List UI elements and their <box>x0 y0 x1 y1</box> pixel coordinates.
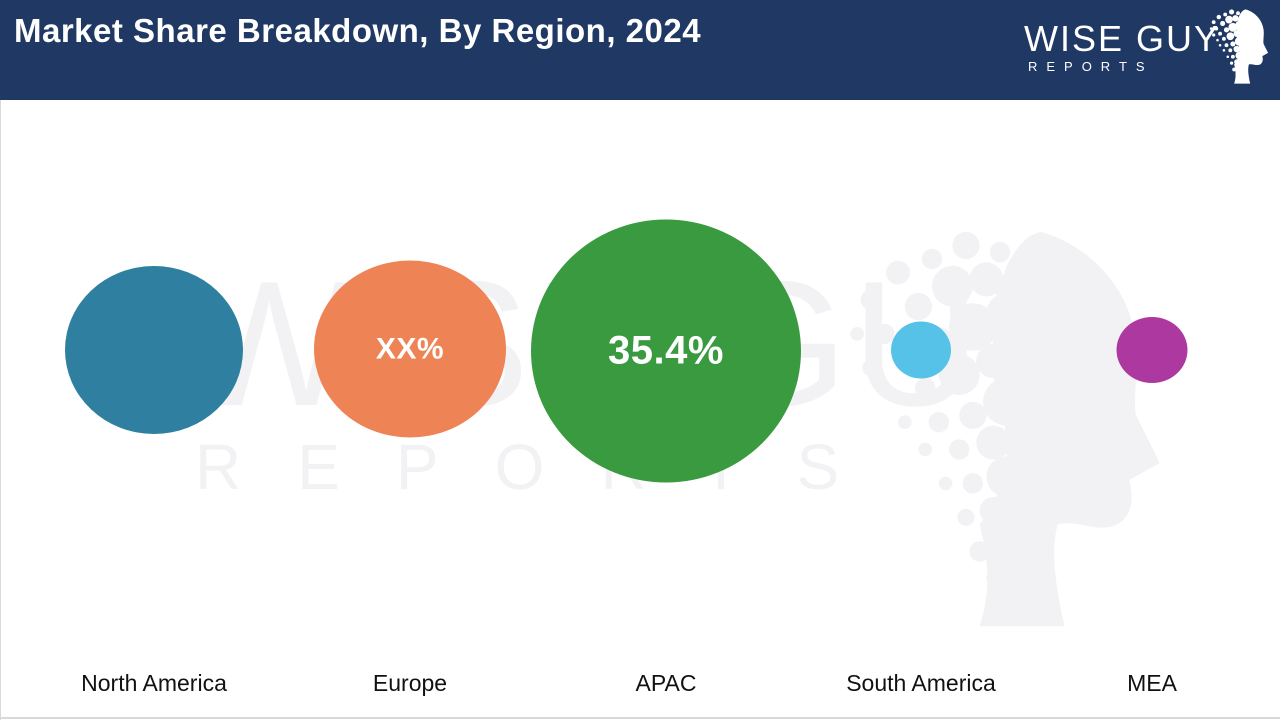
watermark-wordmark-line2: REPORTS <box>195 431 896 503</box>
bubble-north-america <box>65 266 243 434</box>
bubble-value-label-apac: 35.4% <box>608 328 724 373</box>
bubble-mea <box>1116 317 1188 383</box>
category-label-mea: MEA <box>1127 670 1177 696</box>
y-axis-line <box>0 100 1 720</box>
logo-face-icon <box>1206 8 1270 85</box>
x-axis-line <box>0 717 1280 719</box>
bubble-europe: XX% <box>314 260 506 438</box>
page-title: Market Share Breakdown, By Region, 2024 <box>14 12 702 49</box>
logo-wordmark: WISE GUY REPORTS <box>1024 19 1220 74</box>
category-label-south-america: South America <box>846 670 996 696</box>
logo-wordmark-line2: REPORTS <box>1027 58 1154 74</box>
wise-guy-reports-logo: WISE GUY REPORTS <box>1024 8 1270 85</box>
bubble-apac: 35.4% <box>531 219 801 483</box>
category-label-apac: APAC <box>635 670 697 696</box>
header-bar: Market Share Breakdown, By Region, 2024 … <box>0 0 1280 100</box>
category-label-north-america: North America <box>81 670 227 696</box>
watermark-face-icon <box>830 225 1170 633</box>
bubble-value-label-europe: XX% <box>375 332 445 365</box>
bubble-south-america <box>891 321 951 379</box>
plot-area: WISE GUY REPORTS North AmericaXX%Europe3… <box>0 100 1280 720</box>
logo-wordmark-line1: WISE GUY <box>1023 18 1220 60</box>
category-label-europe: Europe <box>372 670 448 696</box>
